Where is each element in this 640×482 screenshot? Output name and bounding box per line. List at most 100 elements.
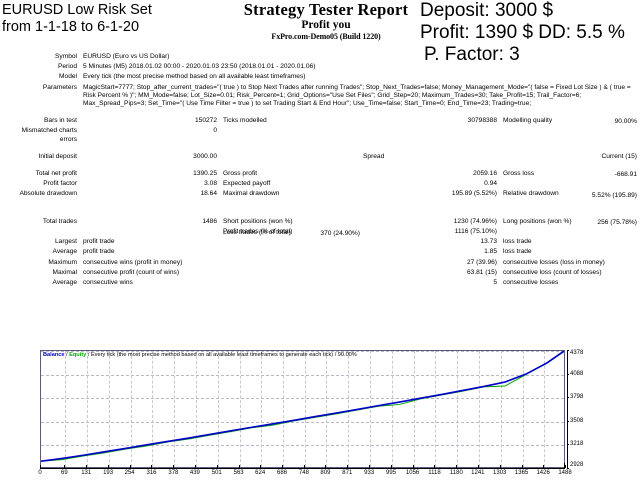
maximum-label: Maximum (48, 258, 77, 266)
mismatched-label: Mismatched charts errors (21, 127, 77, 143)
table-row-relative-drawdown-value: 5.52% (195.89) (0, 192, 640, 210)
x-axis-tick (477, 465, 479, 468)
average-loss-trade-label: loss trade (503, 248, 532, 256)
annotation-profit-factor: P. Factor: 3 (424, 44, 520, 65)
x-axis-label: 1180 (449, 470, 463, 476)
x-axis-label: 563 (233, 470, 244, 476)
empty-cell-a (220, 126, 360, 144)
largest-profit-trade-value: 13.73 (480, 238, 497, 246)
row-spacer-2 (0, 145, 640, 152)
spread-label: Spread (363, 152, 385, 160)
maximal-cons-loss-label: consecutive loss (count of losses) (503, 268, 602, 276)
x-axis-tick (216, 465, 218, 468)
empty-cell-l (220, 278, 360, 288)
table-row-profit-trades: Profit trades (% of total) 1116 (75.10%)… (0, 219, 640, 237)
long-positions-value: 256 (75.78%) (597, 219, 637, 227)
initial-deposit-label: Initial deposit (38, 152, 78, 160)
balance-equity-chart: Balance / Equity / Every tick (the most … (38, 350, 600, 476)
x-axis-tick (260, 465, 262, 468)
modelling-quality-label: Modelling quality (503, 117, 553, 125)
bars-in-test-label: Bars in test (44, 117, 77, 125)
report-header: EURUSD Low Risk Set from 1-1-18 to 6-1-2… (0, 0, 640, 65)
x-axis-label: 501 (211, 470, 222, 476)
x-axis-label: 1426 (536, 470, 550, 476)
short-positions-value: 1230 (74.96%) (453, 217, 497, 225)
symbol-value: EURUSD (Euro vs US Dollar) (83, 53, 170, 60)
legend-equity-label: Equity (69, 352, 87, 358)
spread-value: Current (15) (601, 152, 637, 160)
x-axis-tick (521, 465, 523, 468)
annotation-deposit: Deposit: 3000 $ (420, 0, 554, 21)
gross-loss-label: Gross loss (503, 170, 535, 178)
table-row-gross-loss-value: Profit factor 3.08 Expected payoff 0.94 … (0, 171, 640, 189)
x-axis-label: 748 (298, 470, 309, 476)
x-axis-tick (347, 465, 349, 468)
empty-cell-c (220, 152, 360, 162)
x-axis-label: 871 (342, 470, 353, 476)
x-axis-tick (173, 465, 175, 468)
average-profit-trade-value: 1.85 (484, 248, 497, 256)
x-axis-tick (391, 465, 393, 468)
y-axis-tick (567, 397, 569, 399)
row-spacer-3 (0, 162, 640, 169)
report-title-block: Strategy Tester Report Profit you FxPro.… (228, 1, 424, 42)
table-row-modelling-quality-value: Mismatched charts errors 0 90.00% (0, 118, 640, 144)
table-row-absolute-drawdown: Absolute drawdown 18.64 Maximal drawdown… (0, 189, 640, 199)
maximal-drawdown-label: Maximal drawdown (223, 190, 280, 198)
ticks-modelled-value: 30798388 (467, 117, 497, 125)
y-axis-label: 4378 (570, 350, 584, 356)
table-row-initial-deposit: Initial deposit 3000.00 Spread Current (… (0, 152, 640, 162)
table-row-total-trades: Total trades 1486 Short positions (won %… (0, 217, 640, 227)
largest-loss-trade-label: loss trade (503, 238, 532, 246)
y-axis-tick (567, 468, 569, 469)
total-trades-label: Total trades (42, 217, 77, 225)
x-axis-label: 439 (189, 470, 200, 476)
loss-trades-label: Loss trades (% of total) (223, 229, 291, 237)
x-axis-tick (64, 465, 66, 468)
x-axis-tick (369, 465, 371, 468)
empty-cell-h (0, 227, 80, 237)
x-axis-tick (108, 465, 110, 468)
short-positions-label: Short positions (won %) (223, 217, 293, 225)
y-axis-tick (567, 420, 569, 422)
avg-cons-losses-label: consecutive losses (503, 279, 559, 287)
profit-factor-value: 3.08 (204, 180, 217, 188)
empty-cell-f (220, 200, 360, 210)
x-axis-label: 624 (255, 470, 266, 476)
gross-profit-value: 2059.16 (473, 170, 497, 178)
legend-separator-1: / (66, 352, 68, 358)
y-axis-label: 3218 (570, 441, 584, 448)
table-row-maximal: Maximal consecutive profit (count of win… (0, 268, 640, 278)
y-axis-label: 3798 (570, 394, 584, 401)
annotation-profit-dd: Profit: 1390 $ DD: 5.5 % (420, 22, 625, 43)
x-axis-tick (86, 465, 88, 468)
profit-factor-label: Profit factor (43, 180, 77, 188)
average-label: Average (52, 248, 77, 256)
table-row-parameters: Parameters MagicStart=7777; Stop_after_c… (0, 83, 640, 110)
mismatched-value: 0 (213, 127, 217, 135)
legend-description: Every tick (the most precise method base… (90, 352, 357, 358)
period-value: 5 Minutes (M5) 2018.01.02 00:00 - 2020.0… (83, 63, 316, 71)
table-row-loss-trades-value: Average profit trade 370 (24.90%) 1.85 l… (0, 230, 640, 257)
model-value: Every tick (the most precise method base… (83, 73, 306, 81)
x-axis-tick (303, 465, 305, 468)
empty-cell-g (360, 200, 500, 210)
table-row-bars-in-test: Bars in test 150272 Ticks modelled 30798… (0, 116, 640, 126)
largest-label: Largest (55, 238, 77, 246)
legend-balance-label: Balance (43, 352, 65, 358)
x-axis-label: 933 (364, 470, 375, 476)
avg-cons-wins-value: 5 (493, 279, 497, 287)
y-axis-label: 2928 (570, 462, 584, 468)
gross-profit-label: Gross profit (223, 170, 258, 178)
chart-series-equity (41, 352, 564, 462)
y-axis-label: 3508 (570, 417, 584, 424)
x-axis-tick (129, 465, 131, 468)
average2-label: Average (52, 279, 77, 287)
expected-payoff-label: Expected payoff (223, 180, 271, 188)
x-axis-label: 69 (61, 470, 68, 476)
row-spacer-4 (0, 210, 640, 217)
x-axis-label: 378 (168, 470, 179, 476)
x-axis-label: 131 (81, 470, 92, 476)
empty-cell-j (220, 258, 360, 268)
maximal-label: Maximal (52, 268, 77, 276)
